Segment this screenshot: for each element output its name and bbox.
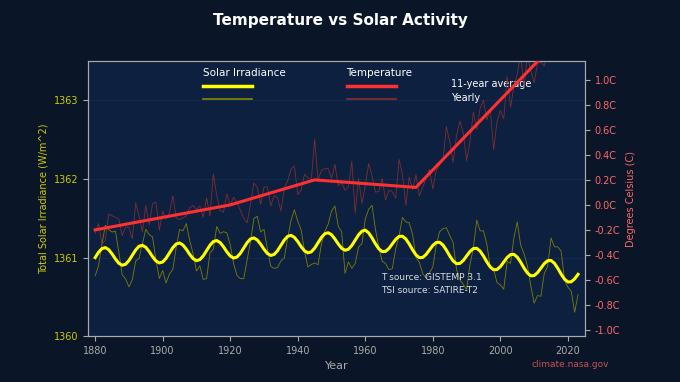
Text: Yearly: Yearly [451,93,480,103]
Text: Temperature vs Solar Activity: Temperature vs Solar Activity [213,13,467,28]
Text: Temperature: Temperature [347,68,413,78]
Y-axis label: Degrees Celsius (C): Degrees Celsius (C) [626,151,636,247]
Text: 11-year average: 11-year average [451,79,531,89]
X-axis label: Year: Year [325,361,348,371]
Text: climate.nasa.gov: climate.nasa.gov [531,359,609,369]
Text: Solar Irradiance: Solar Irradiance [203,68,286,78]
Y-axis label: Total Solar Irradiance (W/m^2): Total Solar Irradiance (W/m^2) [39,123,48,274]
Text: T source: GISTEMP 3.1
TSI source: SATIRE-T2: T source: GISTEMP 3.1 TSI source: SATIRE… [381,273,482,295]
